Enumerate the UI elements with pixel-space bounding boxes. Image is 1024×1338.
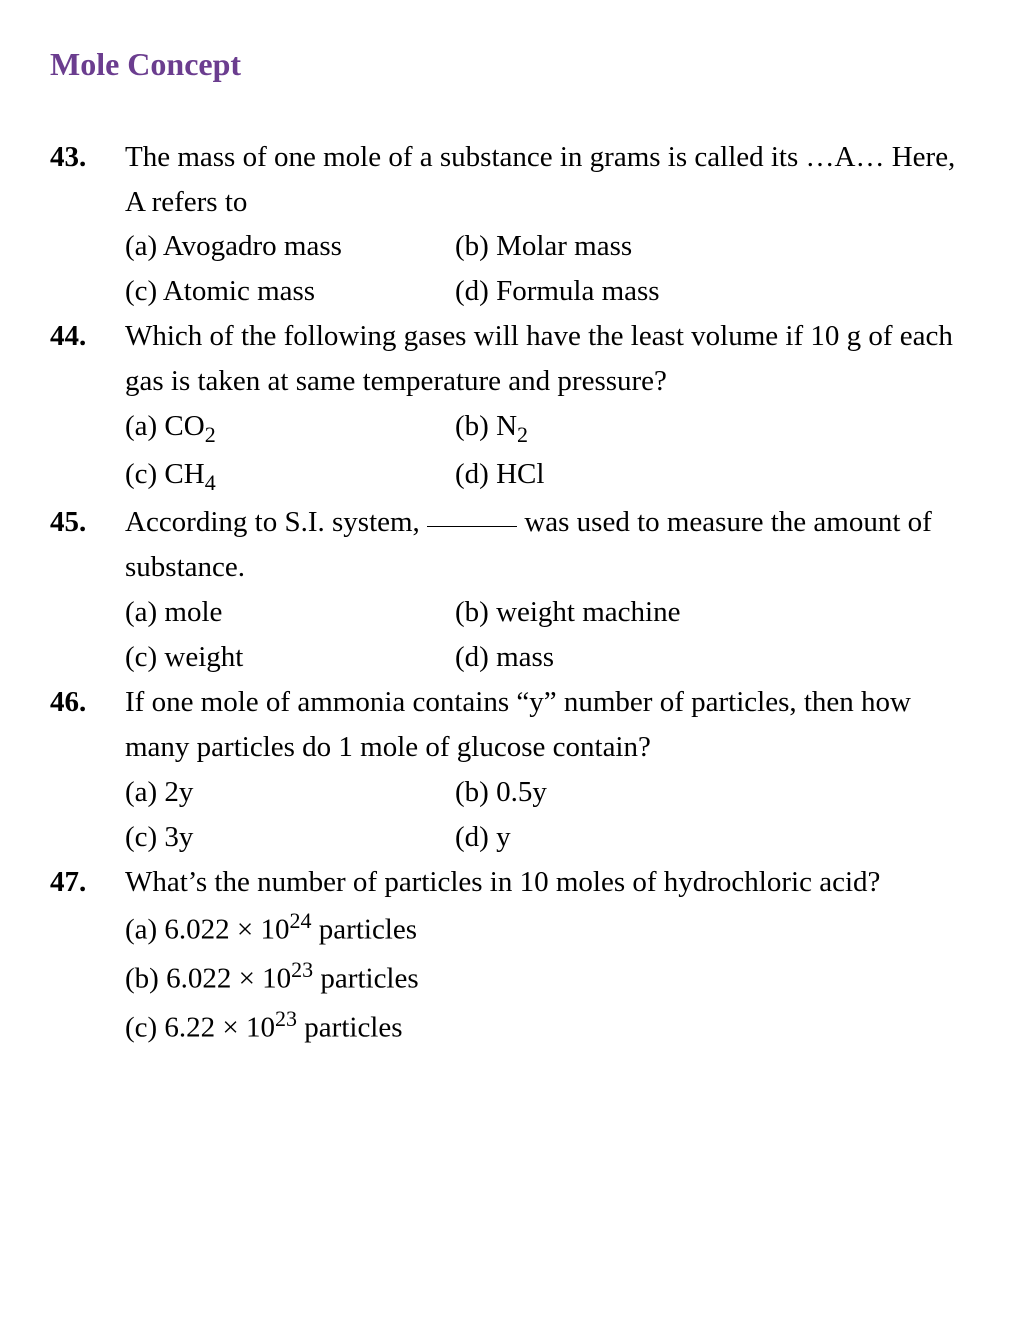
question-number: 47. xyxy=(50,860,125,1051)
question-47: 47. What’s the number of particles in 10… xyxy=(50,860,974,1051)
option-b: (b) Molar mass xyxy=(455,224,974,269)
question-body: According to S.I. system, was used to me… xyxy=(125,500,974,680)
question-number: 43. xyxy=(50,135,125,315)
option-a-sup: 24 xyxy=(290,908,312,933)
options: (a) CO2 (b) N2 (c) CH4 (d) HCl xyxy=(125,404,974,500)
options: (a) 2y (b) 0.5y (c) 3y (d) y xyxy=(125,770,974,860)
options: (a) Avogadro mass (b) Molar mass (c) Ato… xyxy=(125,224,974,314)
question-number: 44. xyxy=(50,314,125,500)
question-number: 45. xyxy=(50,500,125,680)
option-d: (d) y xyxy=(455,815,974,860)
option-c-sup: 23 xyxy=(275,1006,297,1031)
option-b-pre: (b) 6.022 × 10 xyxy=(125,963,291,995)
option-c: (c) Atomic mass xyxy=(125,269,445,314)
question-number: 46. xyxy=(50,680,125,860)
option-b: (b) 0.5y xyxy=(455,770,974,815)
option-a: (a) mole xyxy=(125,590,445,635)
option-c: (c) weight xyxy=(125,635,445,680)
question-text-pre: According to S.I. system, xyxy=(125,506,427,538)
option-b: (b) N2 xyxy=(455,404,974,452)
option-c-pre: (c) 6.22 × 10 xyxy=(125,1011,275,1043)
question-text: According to S.I. system, was used to me… xyxy=(125,500,974,590)
question-text: If one mole of ammonia contains “y” numb… xyxy=(125,680,974,770)
option-a: (a) CO2 xyxy=(125,404,445,452)
option-a: (a) 6.022 × 1024 particles xyxy=(125,904,974,953)
question-44: 44. Which of the following gases will ha… xyxy=(50,314,974,500)
option-b-post: particles xyxy=(313,963,418,995)
question-text: Which of the following gases will have t… xyxy=(125,314,974,404)
option-c: (c) 3y xyxy=(125,815,445,860)
option-a: (a) Avogadro mass xyxy=(125,224,445,269)
section-title: Mole Concept xyxy=(50,40,974,90)
question-45: 45. According to S.I. system, was used t… xyxy=(50,500,974,680)
option-c: (c) 6.22 × 1023 particles xyxy=(125,1002,974,1051)
option-c: (c) CH4 xyxy=(125,452,445,500)
question-body: What’s the number of particles in 10 mol… xyxy=(125,860,974,1051)
option-a-post: particles xyxy=(312,914,417,946)
option-c-post: particles xyxy=(297,1011,402,1043)
question-body: If one mole of ammonia contains “y” numb… xyxy=(125,680,974,860)
question-43: 43. The mass of one mole of a substance … xyxy=(50,135,974,315)
question-text: What’s the number of particles in 10 mol… xyxy=(125,860,974,905)
option-b-sub: 2 xyxy=(517,422,528,447)
question-46: 46. If one mole of ammonia contains “y” … xyxy=(50,680,974,860)
fill-blank xyxy=(427,526,517,527)
option-b-text: (b) N xyxy=(455,410,517,442)
option-b: (b) weight machine xyxy=(455,590,974,635)
option-c-text: (c) CH xyxy=(125,458,205,490)
option-c-sub: 4 xyxy=(205,470,216,495)
question-text: The mass of one mole of a substance in g… xyxy=(125,135,974,225)
options: (a) mole (b) weight machine (c) weight (… xyxy=(125,590,974,680)
option-d: (d) Formula mass xyxy=(455,269,974,314)
option-d: (d) mass xyxy=(455,635,974,680)
question-body: Which of the following gases will have t… xyxy=(125,314,974,500)
option-b: (b) 6.022 × 1023 particles xyxy=(125,953,974,1002)
option-a-sub: 2 xyxy=(205,422,216,447)
options: (a) 6.022 × 1024 particles (b) 6.022 × 1… xyxy=(125,904,974,1050)
option-a-pre: (a) 6.022 × 10 xyxy=(125,914,290,946)
option-b-sup: 23 xyxy=(291,957,313,982)
question-body: The mass of one mole of a substance in g… xyxy=(125,135,974,315)
option-a-text: (a) CO xyxy=(125,410,205,442)
option-a: (a) 2y xyxy=(125,770,445,815)
option-d: (d) HCl xyxy=(455,452,974,500)
